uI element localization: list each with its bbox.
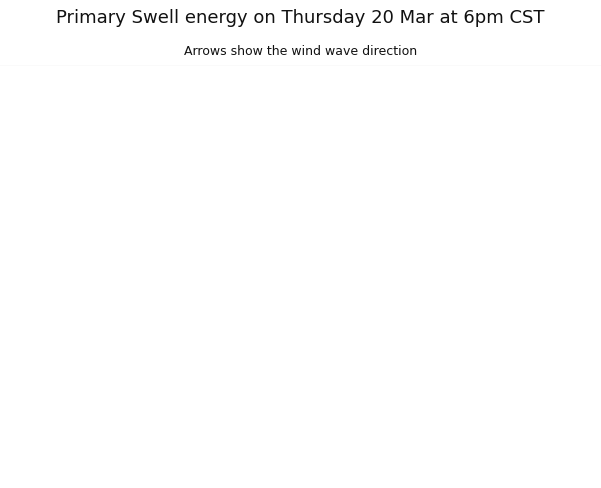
Text: Arrows show the wind wave direction: Arrows show the wind wave direction — [184, 45, 417, 58]
Text: Primary Swell energy on Thursday 20 Mar at 6pm CST: Primary Swell energy on Thursday 20 Mar … — [56, 9, 545, 27]
Text: cartopy required: cartopy required — [208, 267, 393, 287]
